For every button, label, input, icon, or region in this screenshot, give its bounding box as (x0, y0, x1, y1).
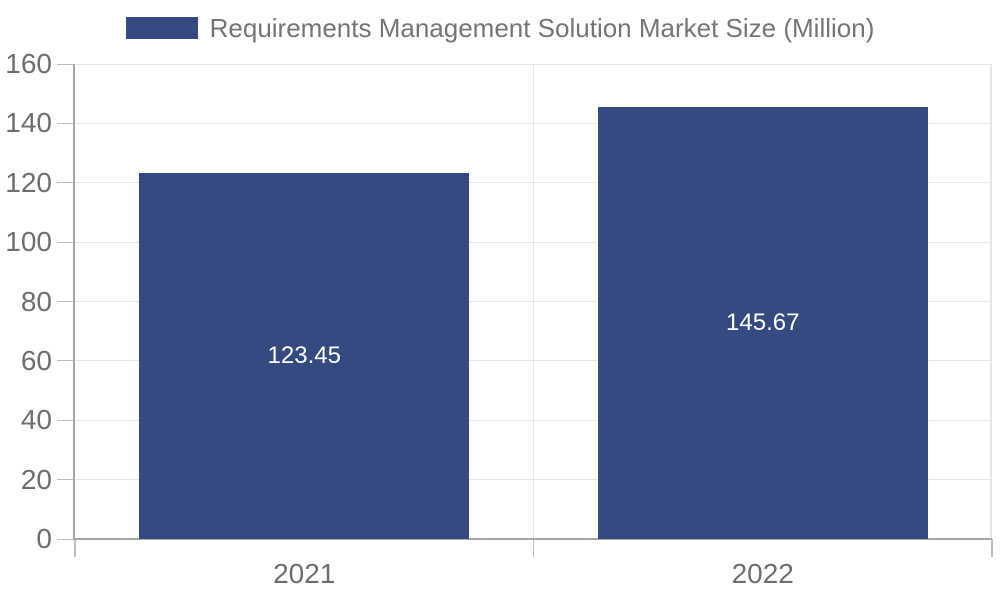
y-axis-tick (57, 360, 75, 362)
legend: Requirements Management Solution Market … (0, 13, 1000, 43)
y-tick-label: 140 (5, 107, 52, 139)
y-tick-label: 40 (20, 404, 52, 436)
x-axis-tick (74, 539, 76, 557)
x-split-line (990, 64, 992, 539)
x-axis-tick (991, 539, 993, 557)
y-axis-tick (57, 301, 75, 302)
legend-label: Requirements Management Solution Market … (209, 13, 875, 43)
y-axis-tick (57, 182, 75, 184)
x-tick-label: 2022 (731, 558, 794, 589)
y-axis-tick (57, 63, 75, 65)
y-tick-label: 0 (36, 523, 52, 554)
y-tick-label: 20 (20, 463, 52, 495)
y-tick-label: 80 (20, 285, 52, 317)
y-tick-label: 120 (5, 166, 52, 198)
bar: 145.67 (597, 106, 928, 539)
x-tick-label: 2021 (273, 558, 336, 589)
bar-value-label: 145.67 (726, 308, 800, 336)
y-axis-tick (57, 479, 75, 481)
y-axis-line (73, 64, 75, 539)
bar-value-label: 123.45 (267, 341, 341, 369)
y-tick-label: 160 (5, 48, 52, 79)
y-tick-label: 100 (5, 226, 52, 258)
y-axis-tick (57, 538, 75, 540)
legend-swatch (125, 17, 198, 39)
x-split-line (533, 64, 534, 539)
x-axis-line (73, 538, 992, 540)
y-axis-tick (57, 241, 75, 243)
y-axis-tick (57, 122, 75, 124)
bar: 123.45 (139, 172, 470, 539)
y-tick-label: 60 (20, 344, 52, 376)
x-axis-tick (532, 539, 534, 557)
y-axis-tick (57, 419, 75, 421)
